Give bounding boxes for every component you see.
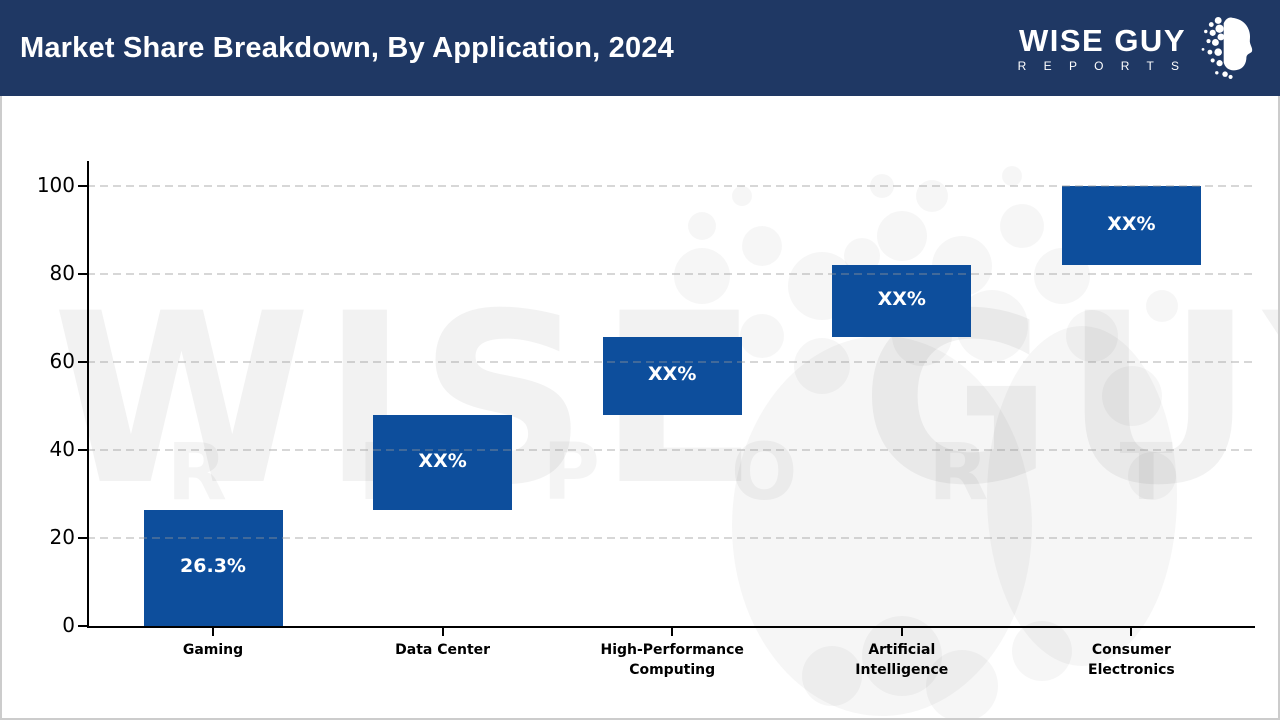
x-axis-label-high-performance-computing: High-Performance Computing [557,640,787,681]
bar-high-performance-computing [602,336,742,415]
y-tick-80 [78,273,87,275]
gridline-20 [87,537,1255,539]
bar-artificial-intelligence [832,265,972,337]
x-tick-consumer-electronics [1130,628,1133,636]
y-axis-line [87,161,89,628]
x-axis-label-line: Gaming [182,642,244,658]
page-title: Market Share Breakdown, By Application, … [20,31,674,64]
x-tick-high-performance-computing [671,628,674,636]
y-tick-label-100: 100 [36,173,75,197]
x-axis-label-line: Consumer [1091,642,1171,658]
gridline-80 [87,273,1255,275]
x-tick-data-center [441,628,444,636]
y-tick-label-20: 20 [49,525,75,549]
x-tick-artificial-intelligence [900,628,903,636]
y-tick-40 [78,449,87,451]
brand-logo: WISE GUY R E P O R T S [1018,10,1254,86]
y-tick-label-0: 0 [62,613,75,637]
y-tick-label-60: 60 [49,349,75,373]
logo-wordmark: WISE GUY [1018,22,1186,58]
header-bar: Market Share Breakdown, By Application, … [0,0,1280,96]
gridline-100 [87,185,1255,187]
x-axis-label-line: Data Center [395,642,491,658]
x-axis-label-consumer-electronics: Consumer Electronics [1016,640,1246,681]
bar-value-label-data-center: XX% [418,449,467,472]
x-axis-label-line: Electronics [1088,662,1175,679]
y-tick-0 [78,625,87,627]
x-axis-label-data-center: Data Center [328,640,558,660]
bar-gaming [143,510,283,626]
bar-data-center [373,414,513,511]
bar-value-label-consumer-electronics: XX% [1107,212,1156,235]
bar-value-label-gaming: 26.3% [180,555,246,578]
x-axis-label-gaming: Gaming [98,640,328,660]
logo-text: WISE GUY R E P O R T S [1018,25,1186,72]
x-axis-line [87,626,1255,628]
y-tick-100 [78,185,87,187]
logo-face-icon [1201,17,1253,79]
y-tick-60 [78,361,87,363]
y-tick-label-80: 80 [49,261,75,285]
bar-consumer-electronics [1061,186,1201,266]
x-axis-label-line: High-Performance [600,642,744,658]
x-tick-gaming [212,628,214,636]
x-axis-label-artificial-intelligence: Artificial Intelligence [787,640,1017,681]
gridline-60 [87,361,1255,363]
gridline-40 [87,449,1255,451]
bar-value-label-artificial-intelligence: XX% [877,288,926,311]
logo-subtitle: R E P O R T S [1017,58,1186,73]
y-tick-label-40: 40 [49,437,75,461]
x-axis-label-line: Intelligence [855,662,949,679]
x-axis-label-line: Artificial [868,642,936,658]
watermark-subtitle: R E P O R T S [167,428,1278,518]
bar-value-label-high-performance-computing: XX% [648,362,697,385]
y-tick-20 [78,537,87,539]
x-axis-label-line: Computing [629,662,716,679]
